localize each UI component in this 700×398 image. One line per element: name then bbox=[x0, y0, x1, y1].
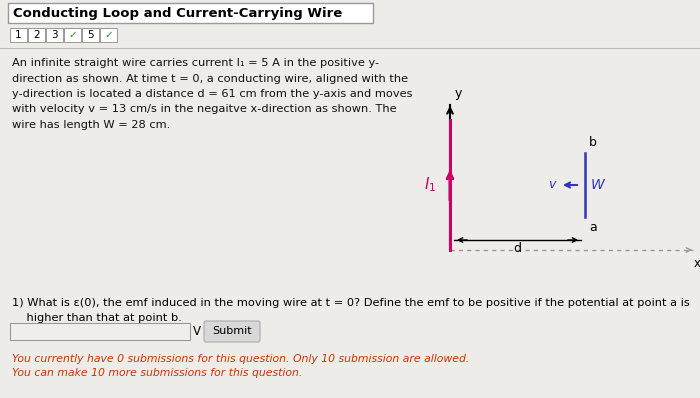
Text: 2: 2 bbox=[33, 30, 40, 40]
Text: You currently have 0 submissions for this question. Only 10 submission are allow: You currently have 0 submissions for thi… bbox=[12, 354, 470, 364]
Text: 3: 3 bbox=[51, 30, 58, 40]
Text: with velocity v = 13 cm/s in the negaitve x-direction as shown. The: with velocity v = 13 cm/s in the negaitv… bbox=[12, 105, 397, 115]
Text: An infinite straight wire carries current I₁ = 5 A in the positive y-: An infinite straight wire carries curren… bbox=[12, 58, 379, 68]
Text: y-direction is located a distance d = 61 cm from the y-axis and moves: y-direction is located a distance d = 61… bbox=[12, 89, 412, 99]
Text: y: y bbox=[455, 87, 463, 100]
Text: W: W bbox=[591, 178, 605, 192]
Text: direction as shown. At time t = 0, a conducting wire, aligned with the: direction as shown. At time t = 0, a con… bbox=[12, 74, 408, 84]
Text: 5: 5 bbox=[88, 30, 94, 40]
Bar bbox=[10, 28, 27, 42]
Text: V: V bbox=[193, 325, 201, 338]
Text: a: a bbox=[589, 221, 596, 234]
Text: You can make 10 more submissions for this question.: You can make 10 more submissions for thi… bbox=[12, 368, 302, 378]
Bar bbox=[46, 28, 63, 42]
FancyBboxPatch shape bbox=[204, 321, 260, 342]
Bar bbox=[82, 28, 99, 42]
Text: ✓: ✓ bbox=[104, 30, 113, 40]
Text: Conducting Loop and Current-Carrying Wire: Conducting Loop and Current-Carrying Wir… bbox=[13, 6, 342, 20]
Text: d: d bbox=[514, 242, 522, 255]
Text: b: b bbox=[589, 136, 597, 149]
Text: v: v bbox=[547, 178, 555, 191]
Bar bbox=[10, 323, 190, 340]
Bar bbox=[64, 28, 81, 42]
Bar bbox=[8, 3, 373, 23]
Text: 1) What is ε(0), the emf induced in the moving wire at t = 0? Define the emf to : 1) What is ε(0), the emf induced in the … bbox=[12, 298, 690, 308]
Text: x: x bbox=[694, 257, 700, 270]
Text: Submit: Submit bbox=[212, 326, 252, 336]
Text: $I_1$: $I_1$ bbox=[424, 176, 436, 194]
Text: wire has length W = 28 cm.: wire has length W = 28 cm. bbox=[12, 120, 170, 130]
Text: higher than that at point b.: higher than that at point b. bbox=[12, 313, 182, 323]
Bar bbox=[100, 28, 117, 42]
Text: ✓: ✓ bbox=[68, 30, 77, 40]
Text: 1: 1 bbox=[15, 30, 22, 40]
Bar bbox=[28, 28, 45, 42]
